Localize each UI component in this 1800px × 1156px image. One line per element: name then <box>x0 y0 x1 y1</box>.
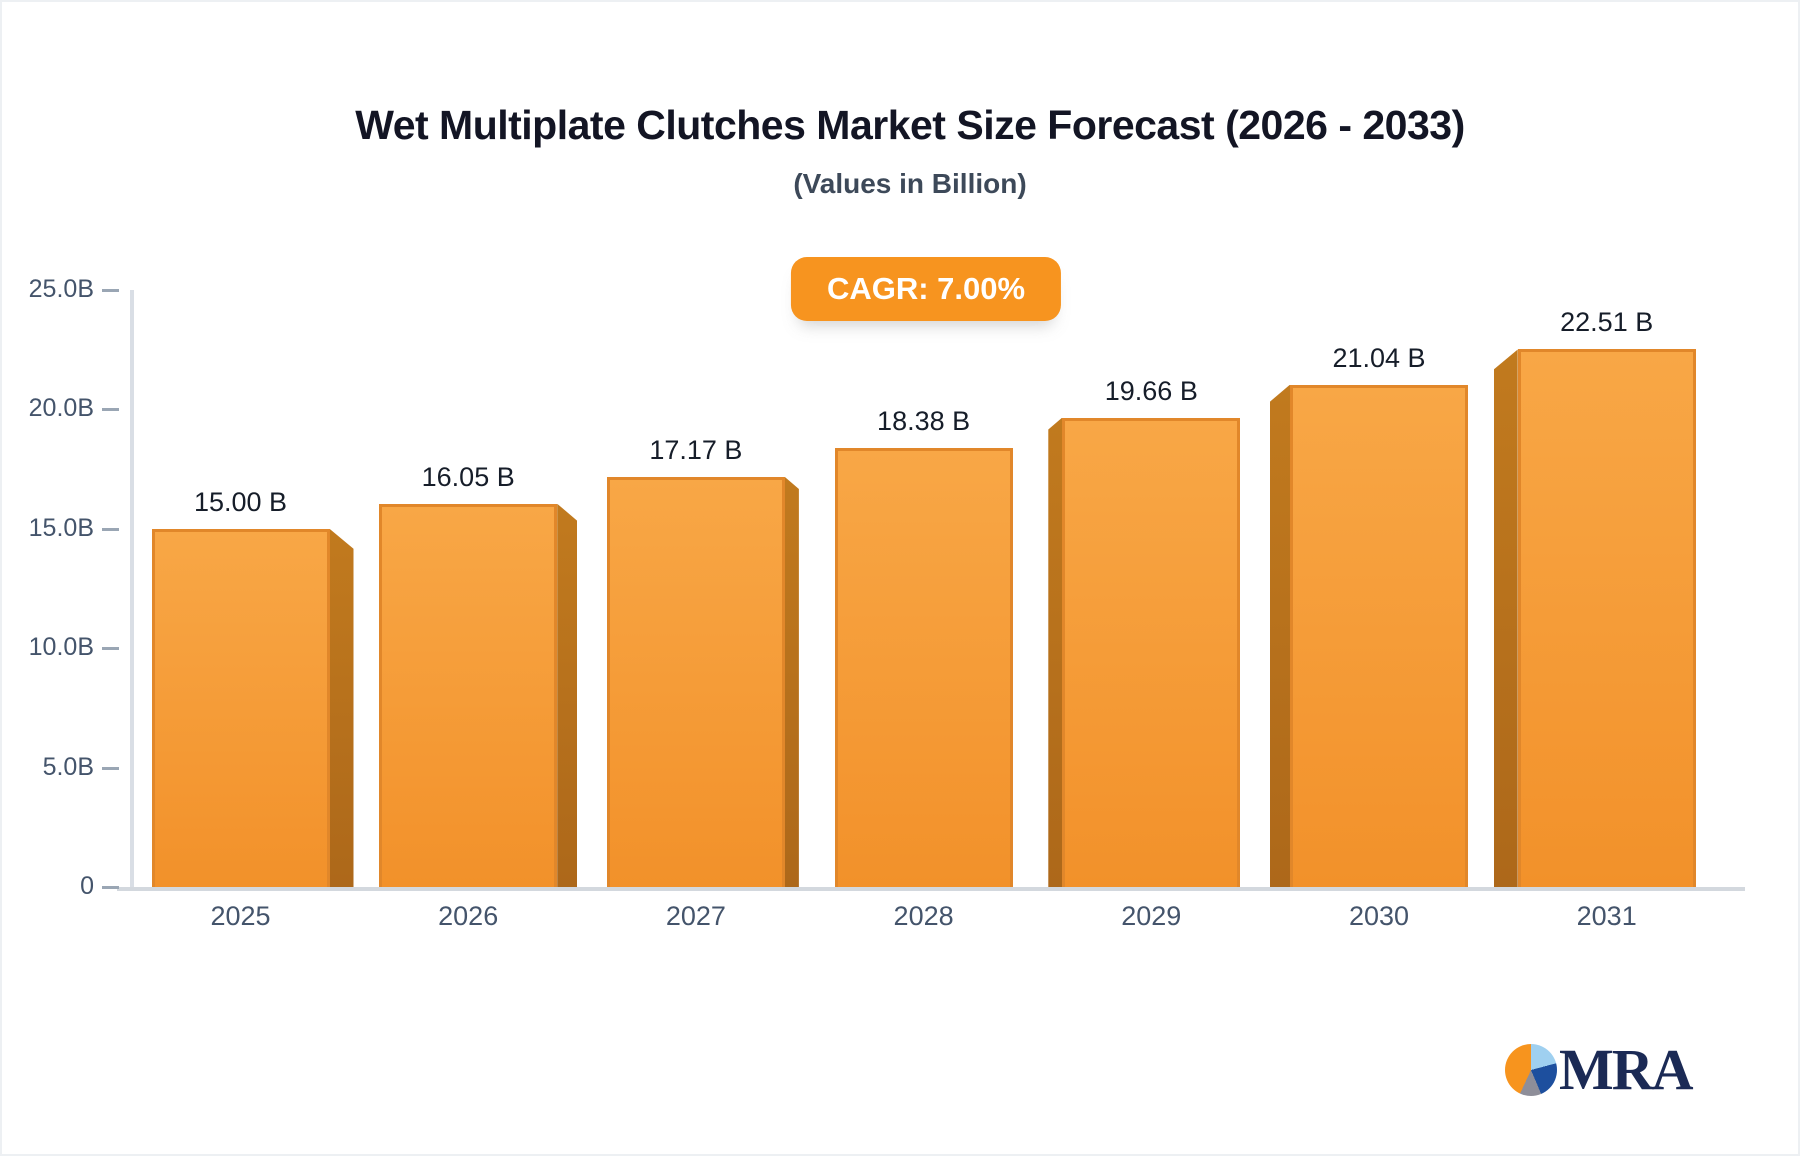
bar-value-label: 22.51 B <box>1560 307 1654 338</box>
bar-side-panel <box>1493 349 1518 887</box>
y-axis-label: 25.0B <box>28 275 94 303</box>
x-axis-label: 2029 <box>1121 901 1182 931</box>
x-axis-label: 2025 <box>210 901 271 931</box>
x-axis-label: 2031 <box>1576 901 1637 931</box>
pie-chart-logo-icon <box>1505 1044 1557 1096</box>
bar-2029[interactable] <box>1062 417 1241 887</box>
bar-side-panel <box>329 528 354 887</box>
y-axis-tick <box>102 408 119 412</box>
x-axis-label: 2028 <box>893 901 954 931</box>
bar-2025[interactable] <box>151 528 330 887</box>
bar-side-panel <box>784 476 799 887</box>
bar-value-label: 21.04 B <box>1332 342 1426 373</box>
chart-subtitle: (Values in Billion) <box>793 168 1027 199</box>
y-axis-line <box>130 290 134 891</box>
bar-side-panel <box>1270 384 1290 887</box>
y-axis-label: 5.0B <box>42 752 94 781</box>
bar-2031[interactable] <box>1517 349 1696 887</box>
y-axis-tick <box>102 647 119 651</box>
x-axis-label: 2030 <box>1348 901 1410 931</box>
x-axis-baseline <box>117 887 1745 891</box>
bar-side-panel <box>557 503 578 887</box>
brand-logo-text: MRA <box>1559 1037 1694 1102</box>
bar-value-label: 19.66 B <box>1104 375 1198 406</box>
bar-2030[interactable] <box>1290 384 1468 887</box>
y-axis-label: 10.0B <box>28 633 94 662</box>
bar-2027[interactable] <box>606 476 785 887</box>
y-axis-tick <box>102 886 119 889</box>
bar-side-panel <box>1048 417 1063 887</box>
bar-2028[interactable] <box>834 448 1013 887</box>
bar-value-label: 18.38 B <box>877 406 971 437</box>
brand-logo: MRA <box>1505 1037 1694 1102</box>
chart-title: Wet Multiplate Clutches Market Size Fore… <box>355 102 1465 148</box>
cagr-badge: CAGR: 7.00% <box>790 257 1062 321</box>
y-axis-label: 0 <box>80 872 94 900</box>
bar-value-label: 17.17 B <box>649 434 743 465</box>
bar-value-label: 16.05 B <box>421 461 515 492</box>
x-axis-label: 2027 <box>665 901 726 931</box>
y-axis-tick <box>102 766 119 770</box>
y-axis-label: 20.0B <box>28 394 94 423</box>
bar-value-label: 15.00 B <box>193 486 288 517</box>
bar-2026[interactable] <box>379 503 558 887</box>
y-axis-tick <box>102 527 119 531</box>
x-axis-label: 2026 <box>438 901 499 931</box>
y-axis-label: 15.0B <box>28 513 94 542</box>
y-axis-tick <box>102 289 119 292</box>
